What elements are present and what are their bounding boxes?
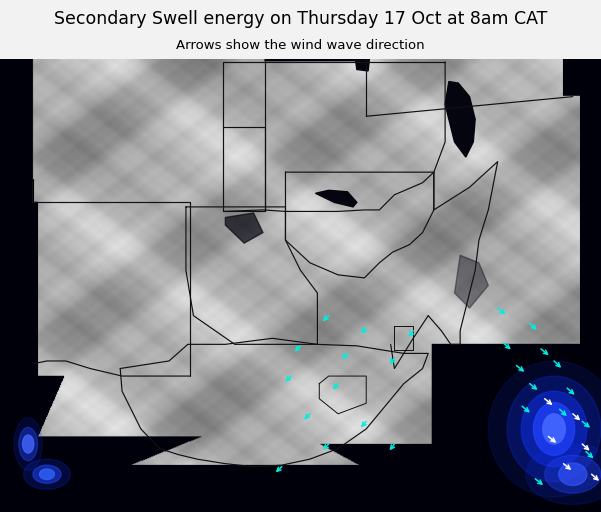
Ellipse shape — [14, 418, 42, 471]
Ellipse shape — [33, 465, 61, 483]
Ellipse shape — [559, 463, 587, 485]
Ellipse shape — [507, 376, 601, 482]
Polygon shape — [445, 81, 475, 157]
Text: Secondary Swell energy on Thursday 17 Oct at 8am CAT: Secondary Swell energy on Thursday 17 Oc… — [54, 10, 547, 28]
Ellipse shape — [543, 414, 566, 444]
Ellipse shape — [40, 469, 55, 480]
Ellipse shape — [521, 391, 587, 467]
Polygon shape — [351, 0, 372, 71]
Ellipse shape — [488, 361, 601, 497]
Text: Arrows show the wind wave direction: Arrows show the wind wave direction — [176, 39, 425, 52]
Ellipse shape — [23, 435, 34, 453]
Polygon shape — [316, 190, 357, 207]
Ellipse shape — [545, 455, 601, 493]
Ellipse shape — [23, 459, 70, 489]
Polygon shape — [225, 213, 263, 243]
Polygon shape — [454, 255, 488, 308]
Ellipse shape — [526, 444, 601, 504]
Ellipse shape — [534, 402, 575, 455]
Ellipse shape — [19, 428, 37, 461]
